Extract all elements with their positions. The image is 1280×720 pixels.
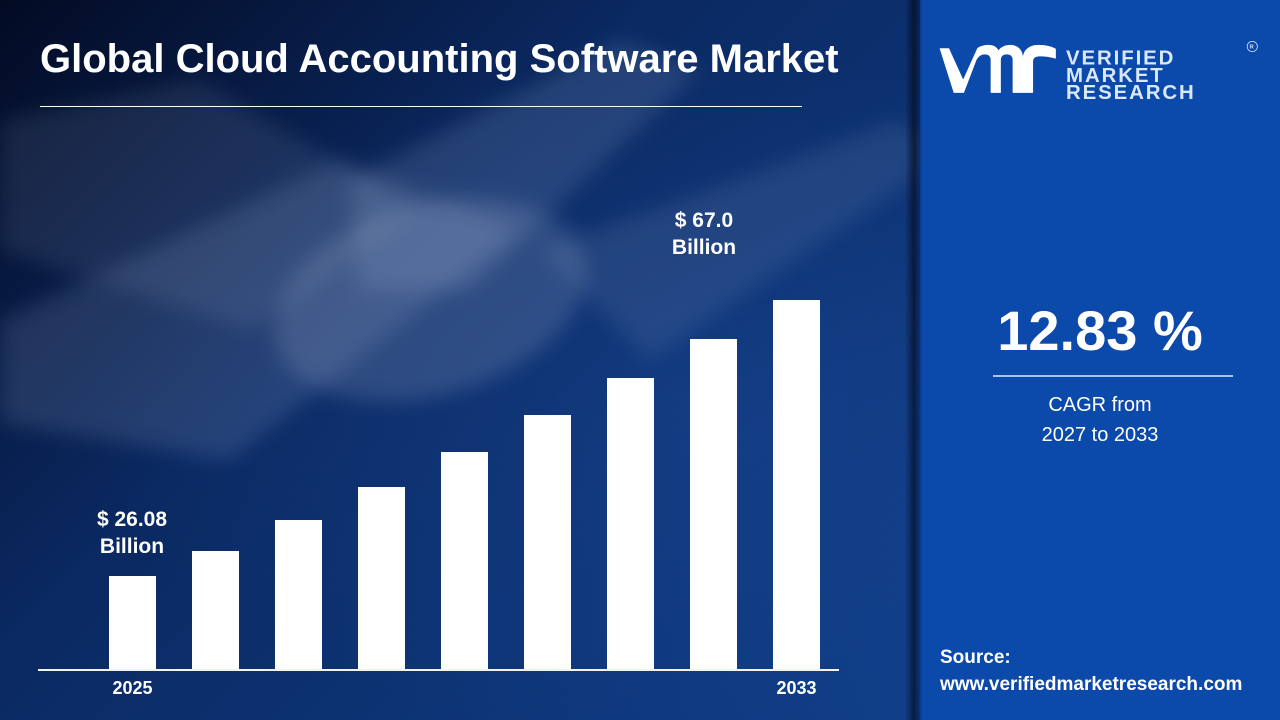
svg-text:R: R (1250, 45, 1255, 51)
svg-text:RESEARCH: RESEARCH (1066, 82, 1196, 104)
